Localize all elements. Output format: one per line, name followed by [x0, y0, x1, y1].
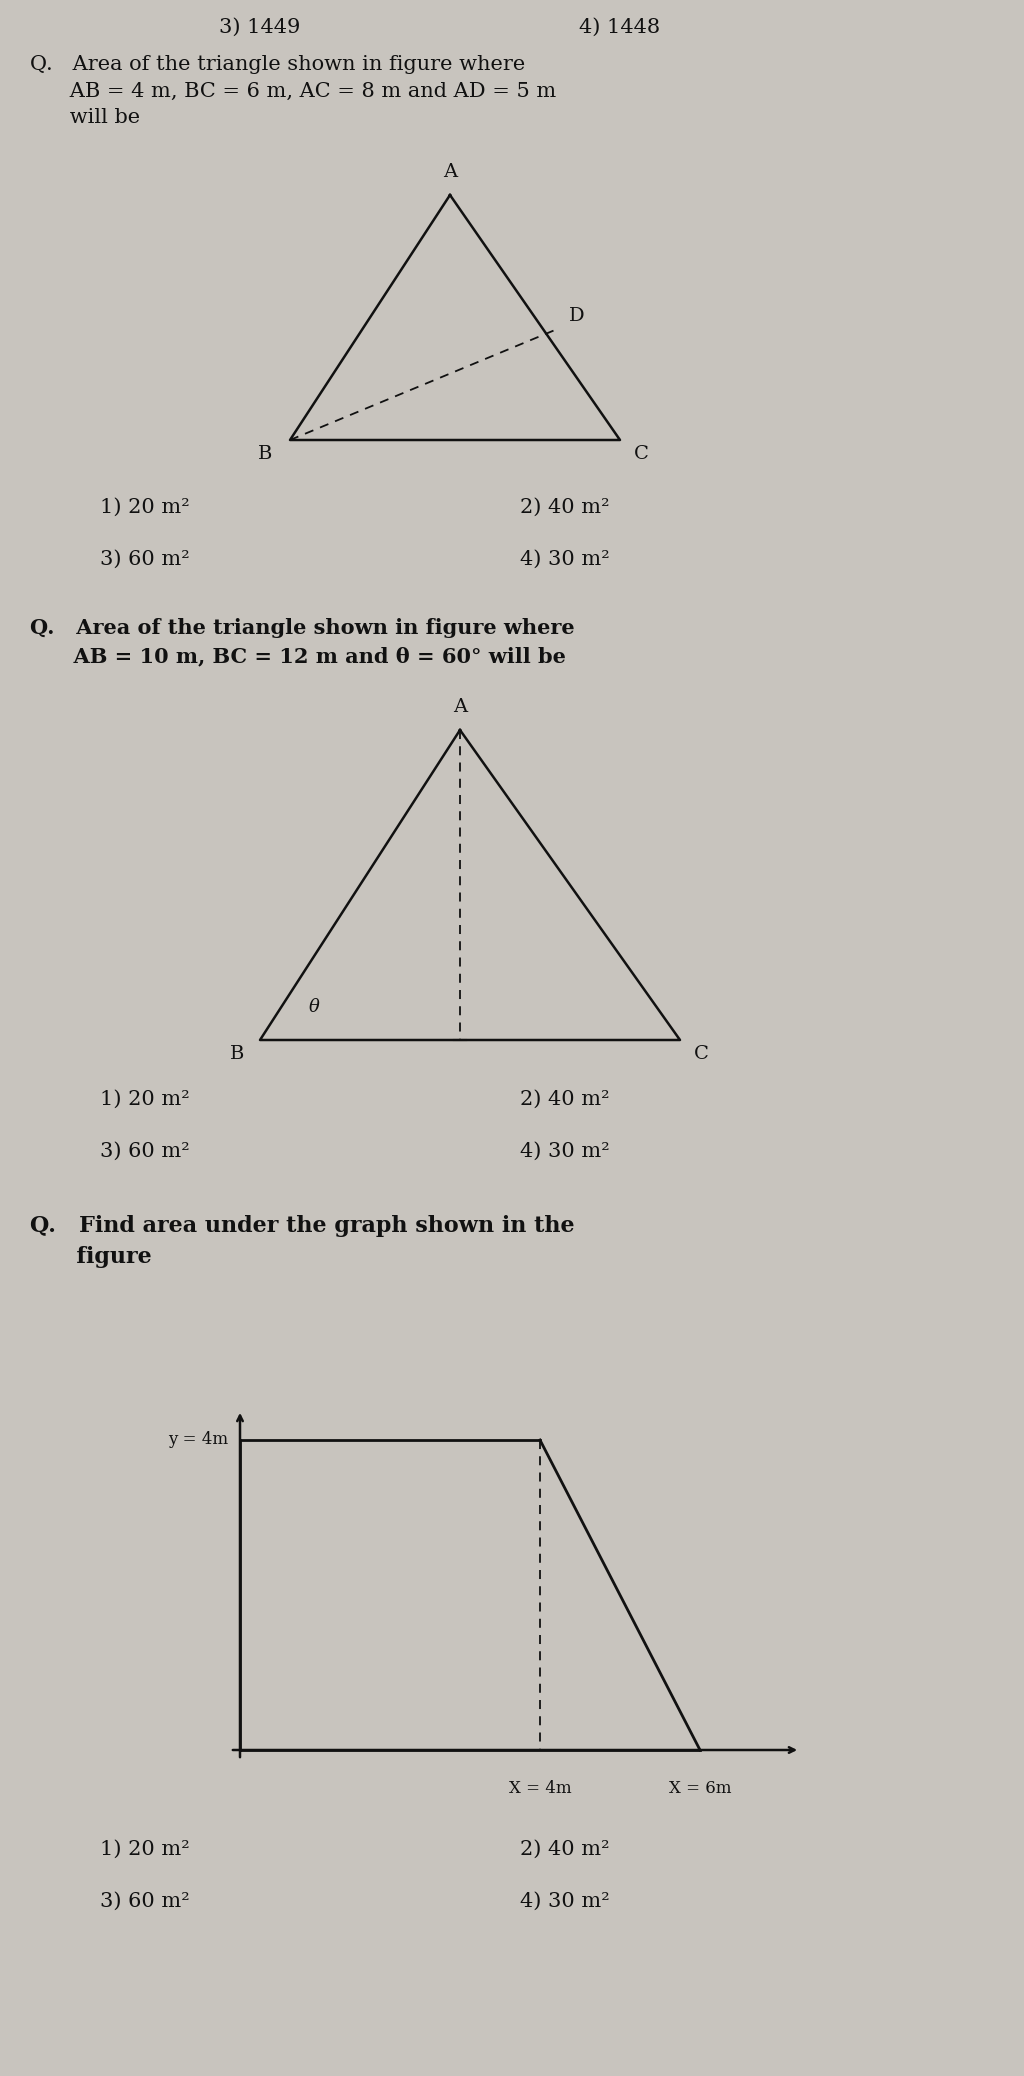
- Text: 3) 60 m²: 3) 60 m²: [100, 1891, 189, 1912]
- Text: 1) 20 m²: 1) 20 m²: [100, 498, 189, 517]
- Text: A: A: [443, 164, 457, 181]
- Text: 3) 60 m²: 3) 60 m²: [100, 1142, 189, 1160]
- Text: 3) 60 m²: 3) 60 m²: [100, 550, 189, 569]
- Text: C: C: [634, 444, 649, 463]
- Text: A: A: [453, 698, 467, 716]
- Text: D: D: [569, 307, 585, 326]
- Text: C: C: [694, 1044, 709, 1063]
- Text: 4) 30 m²: 4) 30 m²: [520, 1142, 609, 1160]
- Text: 3) 1449: 3) 1449: [219, 19, 301, 37]
- Text: Q.   Area of the triangle shown in figure where
      AB = 10 m, BC = 12 m and θ: Q. Area of the triangle shown in figure …: [30, 619, 574, 666]
- Text: 4) 30 m²: 4) 30 m²: [520, 550, 609, 569]
- Text: 2) 40 m²: 2) 40 m²: [520, 1090, 609, 1109]
- Text: X = 6m: X = 6m: [669, 1779, 731, 1798]
- Text: 1) 20 m²: 1) 20 m²: [100, 1090, 189, 1109]
- Text: y = 4m: y = 4m: [168, 1432, 228, 1449]
- Text: B: B: [258, 444, 272, 463]
- Text: 4) 1448: 4) 1448: [580, 19, 660, 37]
- Text: 2) 40 m²: 2) 40 m²: [520, 1839, 609, 1858]
- Text: 2) 40 m²: 2) 40 m²: [520, 498, 609, 517]
- Text: 4) 30 m²: 4) 30 m²: [520, 1891, 609, 1912]
- Text: Q.   Find area under the graph shown in the
      figure: Q. Find area under the graph shown in th…: [30, 1214, 574, 1268]
- Text: Q.   Area of the triangle shown in figure where
      AB = 4 m, BC = 6 m, AC = 8: Q. Area of the triangle shown in figure …: [30, 54, 556, 127]
- Text: X = 4m: X = 4m: [509, 1779, 571, 1798]
- Text: 1) 20 m²: 1) 20 m²: [100, 1839, 189, 1858]
- Text: B: B: [229, 1044, 244, 1063]
- Text: θ: θ: [308, 999, 319, 1015]
